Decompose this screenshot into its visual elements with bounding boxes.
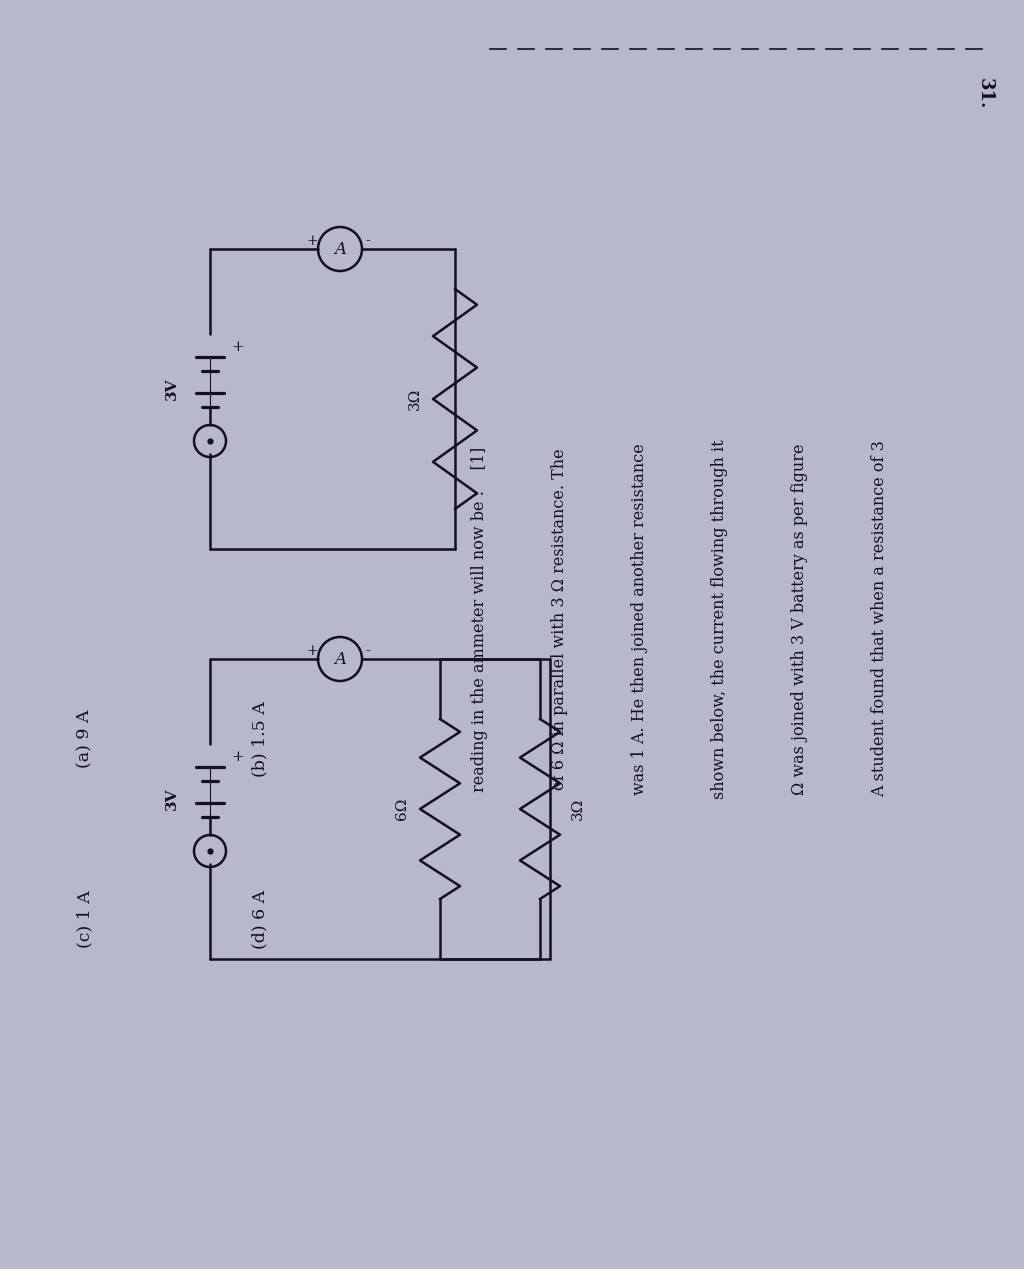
- Text: 3Ω: 3Ω: [408, 388, 422, 410]
- Text: -: -: [366, 233, 371, 247]
- Text: was 1 A. He then joined another resistance: was 1 A. He then joined another resistan…: [632, 443, 648, 794]
- Text: (a) 9 A: (a) 9 A: [77, 709, 93, 768]
- Text: of 6 Ω in parallel with 3 Ω resistance. The: of 6 Ω in parallel with 3 Ω resistance. …: [552, 448, 568, 789]
- Text: (d) 6 A: (d) 6 A: [252, 890, 268, 948]
- Text: +: +: [306, 233, 317, 247]
- Text: +: +: [231, 340, 245, 354]
- Text: (b) 1.5 A: (b) 1.5 A: [252, 702, 268, 777]
- Text: -: -: [366, 643, 371, 659]
- Text: +: +: [306, 643, 317, 659]
- Text: Ω was joined with 3 V battery as per figure: Ω was joined with 3 V battery as per fig…: [792, 443, 809, 794]
- Text: shown below, the current flowing through it: shown below, the current flowing through…: [712, 439, 728, 798]
- Text: (c) 1 A: (c) 1 A: [77, 890, 93, 948]
- Text: +: +: [231, 750, 245, 764]
- Text: A: A: [334, 651, 346, 667]
- Text: A: A: [334, 241, 346, 258]
- Text: 6Ω: 6Ω: [395, 798, 409, 820]
- Text: 3Ω: 3Ω: [571, 798, 585, 820]
- Text: reading in the ammeter will now be :    [1]: reading in the ammeter will now be : [1]: [471, 447, 488, 792]
- Text: 31.: 31.: [976, 79, 994, 109]
- Text: 3V: 3V: [165, 788, 179, 810]
- Text: 3V: 3V: [165, 378, 179, 400]
- Text: A student found that when a resistance of 3: A student found that when a resistance o…: [871, 440, 889, 797]
